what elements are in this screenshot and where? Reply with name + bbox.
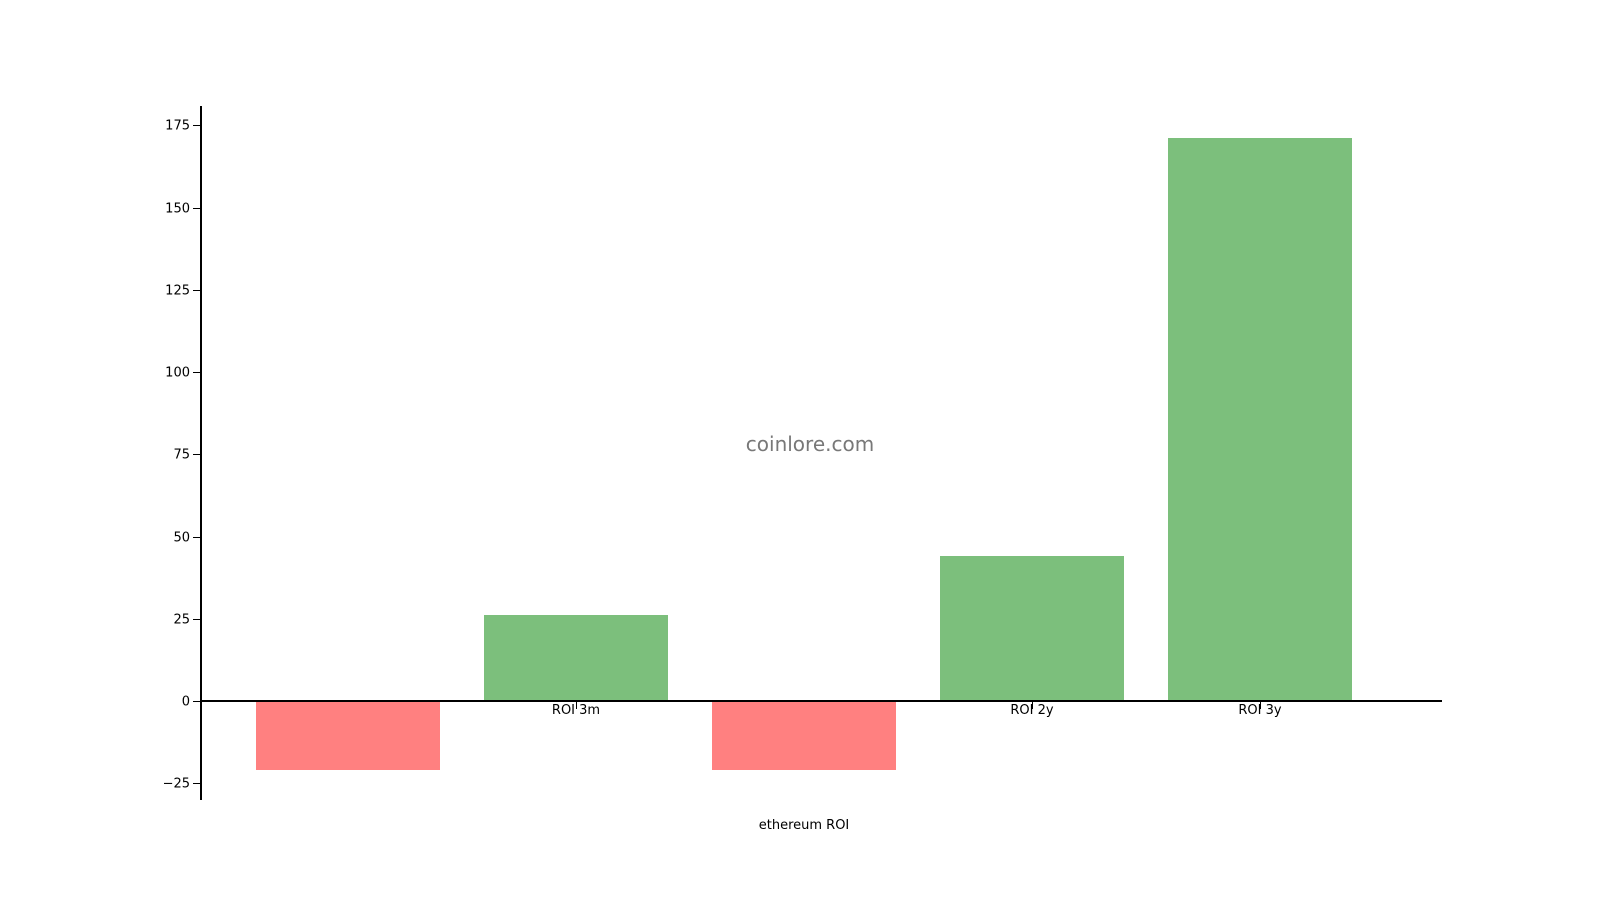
y-tick-label: 50 xyxy=(173,530,190,545)
y-tick-mark xyxy=(193,289,200,291)
y-tick-mark xyxy=(193,536,200,538)
y-tick-label: 150 xyxy=(165,201,190,216)
y-tick-label: 75 xyxy=(173,447,190,463)
y-tick-label: 175 xyxy=(165,118,190,134)
y-tick-label: 0 xyxy=(181,694,190,710)
x-axis-zero-line xyxy=(200,700,1442,702)
x-tick-mark xyxy=(576,701,578,709)
bar-roi-3y xyxy=(1168,138,1352,701)
x-axis-label: ethereum ROI xyxy=(758,818,850,833)
y-tick-label: −25 xyxy=(162,776,190,792)
x-tick-label: ROI 3m xyxy=(551,703,601,718)
bar-roi-2y xyxy=(940,556,1124,701)
x-tick-label: ROI 2y xyxy=(1010,703,1054,718)
x-tick-label: ROI 3y xyxy=(1238,703,1282,718)
bar-unlabeled-1 xyxy=(256,701,440,771)
y-tick-mark xyxy=(193,207,200,209)
y-tick-label: 125 xyxy=(165,283,190,299)
y-tick-label: 100 xyxy=(165,365,190,381)
y-tick-mark xyxy=(193,618,200,620)
y-tick-mark xyxy=(193,454,200,456)
y-tick-mark xyxy=(193,372,200,374)
y-tick-mark xyxy=(193,125,200,127)
y-tick-mark xyxy=(193,701,200,703)
x-tick-mark xyxy=(1260,701,1262,709)
bar-roi-3m xyxy=(484,615,668,701)
y-tick-label: 25 xyxy=(173,612,190,628)
y-axis-spine xyxy=(200,105,202,800)
y-tick-mark xyxy=(193,783,200,785)
bar-unlabeled-3 xyxy=(712,701,896,771)
watermark: coinlore.com xyxy=(745,432,875,456)
x-tick-mark xyxy=(1032,701,1034,709)
